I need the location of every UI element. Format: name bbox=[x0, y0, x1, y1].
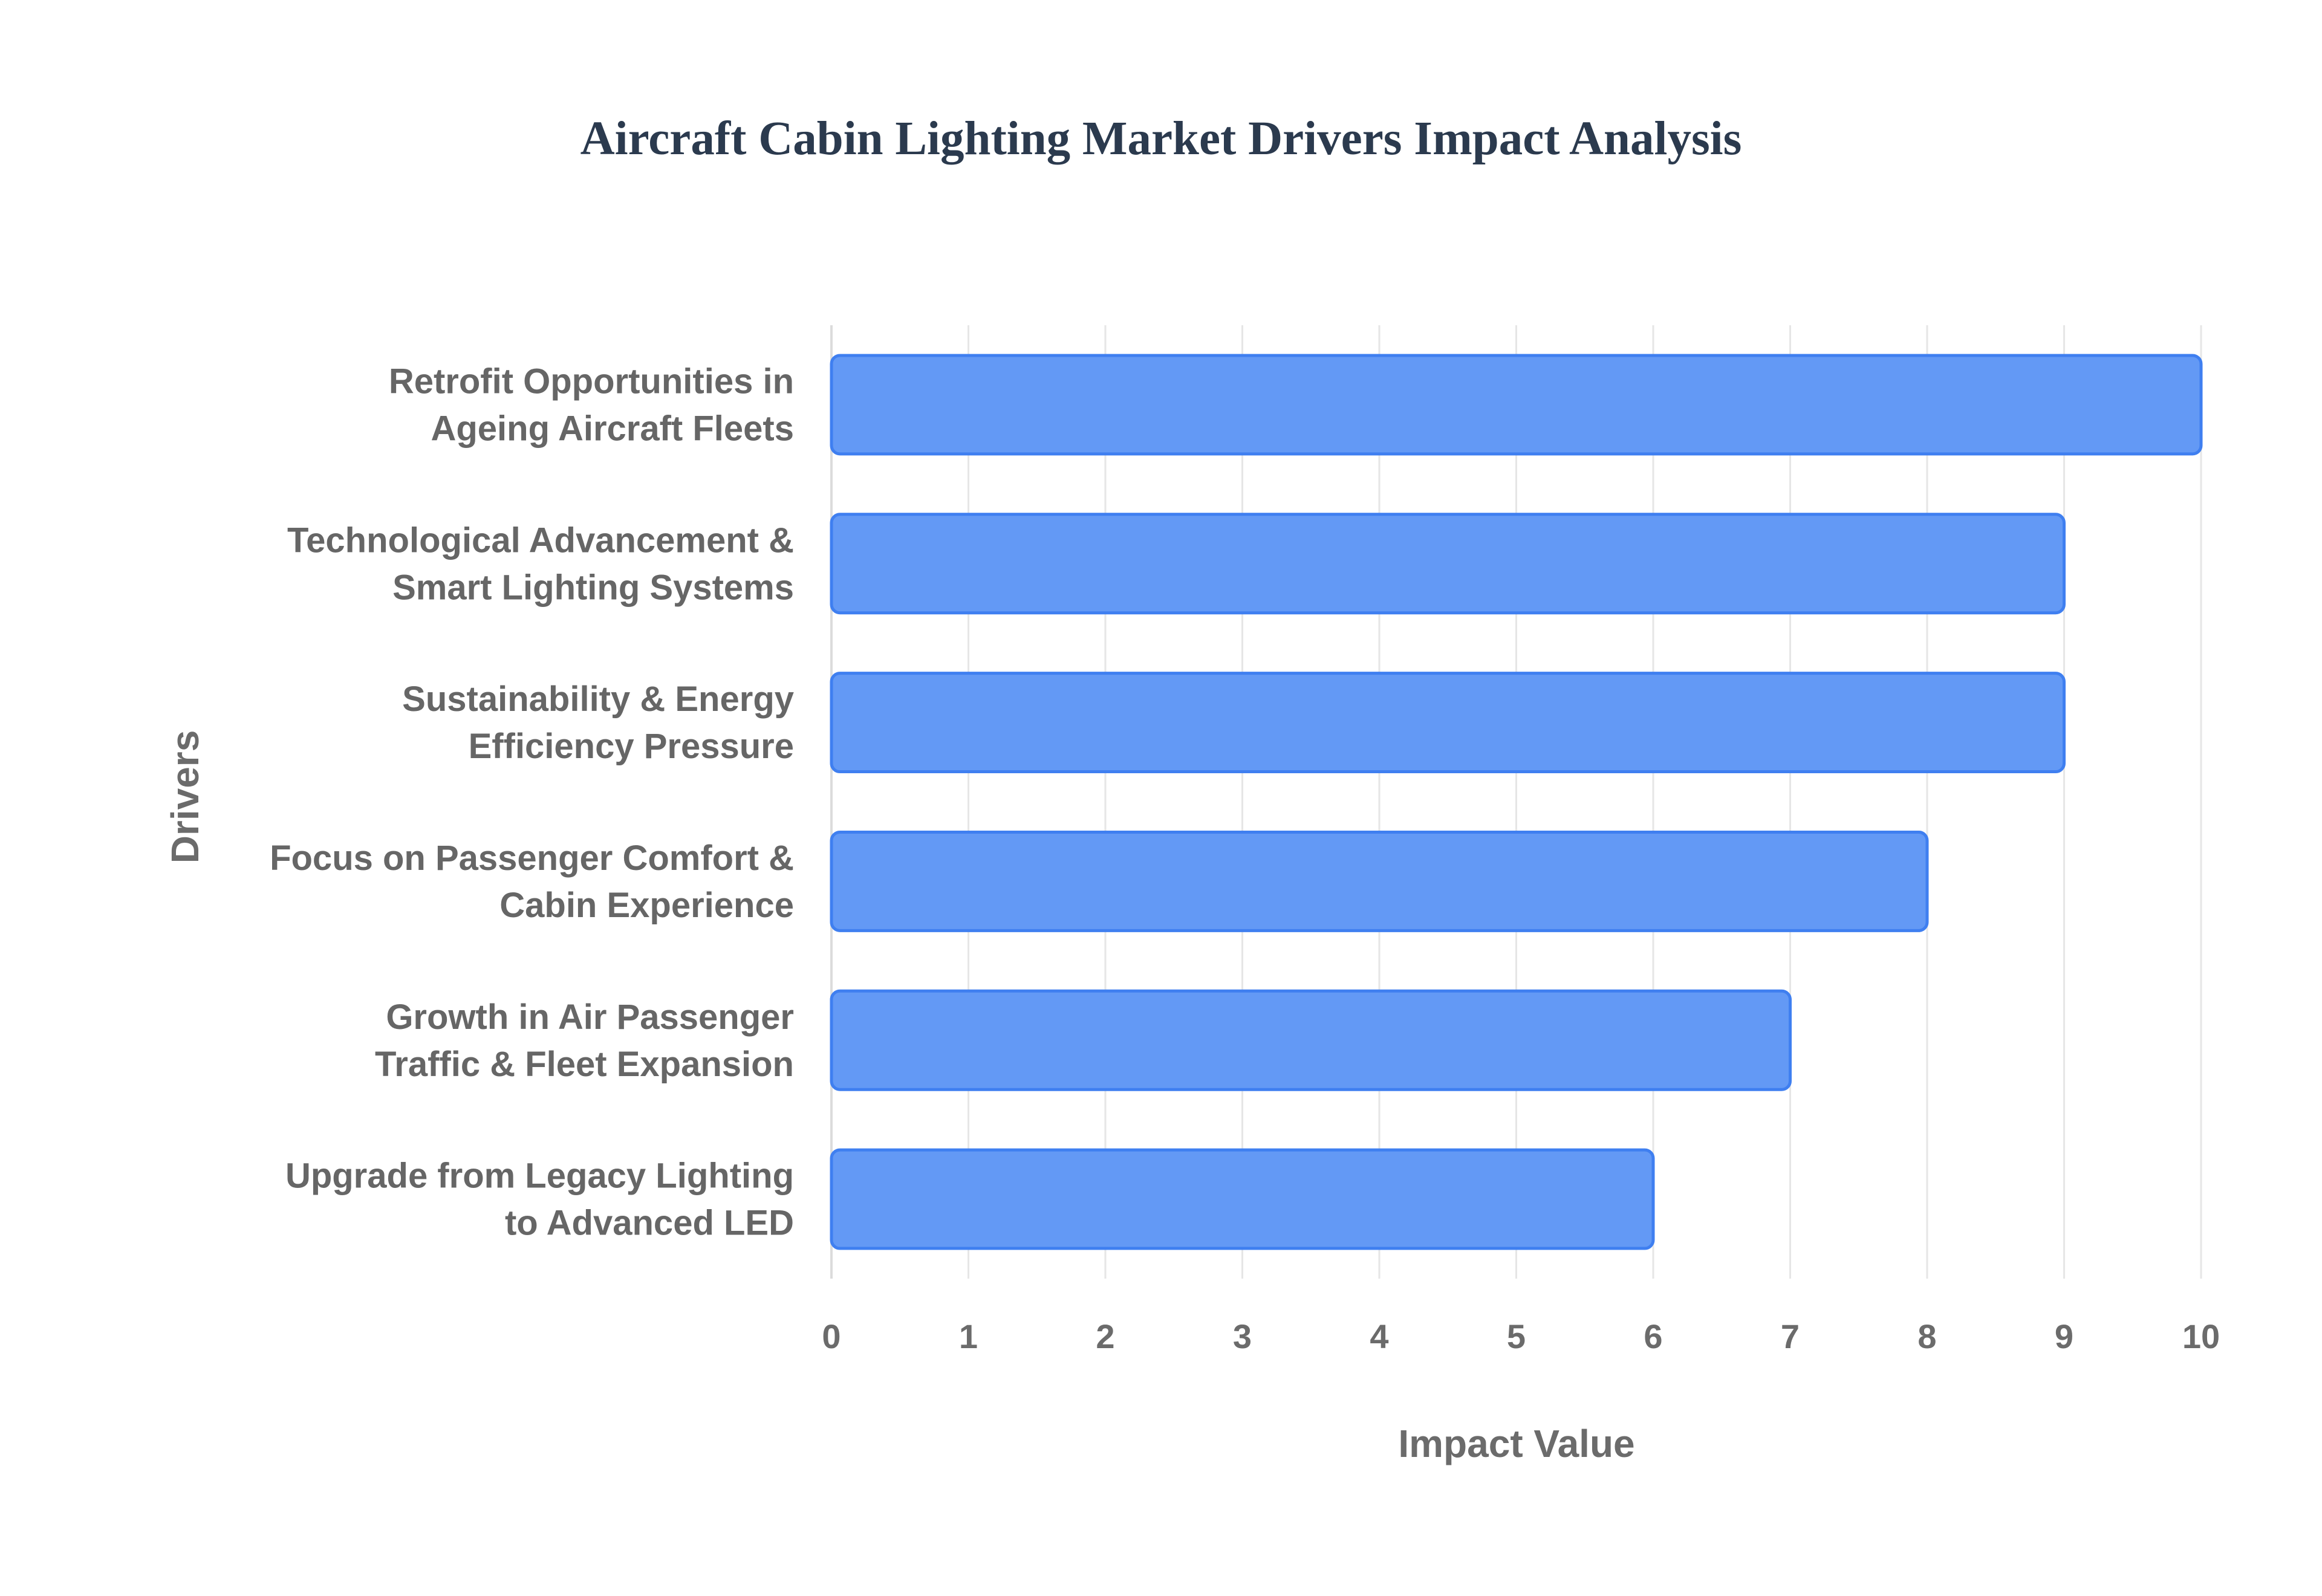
chart-title: Aircraft Cabin Lighting Market Drivers I… bbox=[580, 112, 1742, 165]
category-label: Sustainability & Energy Efficiency Pressu… bbox=[402, 680, 794, 766]
grid-lines bbox=[830, 325, 2202, 1279]
bar bbox=[830, 830, 1929, 932]
category-label-line: Retrofit Opportunities in bbox=[389, 362, 794, 401]
x-tick-label: 0 bbox=[822, 1317, 841, 1355]
x-tick-label: 4 bbox=[1370, 1317, 1388, 1355]
x-tick-label: 10 bbox=[2182, 1317, 2220, 1355]
category-label-line: Ageing Aircraft Fleets bbox=[431, 409, 794, 448]
x-tick-label: 5 bbox=[1507, 1317, 1526, 1355]
x-tick-label: 1 bbox=[959, 1317, 978, 1355]
category-label: Focus on Passenger Comfort & Cabin Experi… bbox=[270, 839, 794, 925]
bar bbox=[830, 989, 1792, 1091]
category-label-line: Sustainability & Energy bbox=[402, 680, 794, 719]
bar bbox=[830, 672, 2066, 774]
x-tick-label: 6 bbox=[1644, 1317, 1662, 1355]
category-label-line: Focus on Passenger Comfort & bbox=[270, 839, 794, 878]
category-label-line: Smart Lighting Systems bbox=[392, 568, 794, 607]
x-tick-labels: 0 1 2 3 4 5 6 7 8 9 10 bbox=[822, 1317, 2220, 1355]
category-label-line: Technological Advancement & bbox=[287, 521, 794, 560]
category-labels: Retrofit Opportunities in Ageing Aircraft… bbox=[270, 362, 794, 1242]
bar bbox=[830, 1148, 1655, 1250]
bars bbox=[830, 354, 2203, 1250]
bar bbox=[830, 354, 2203, 456]
category-label: Growth in Air Passenger Traffic & Fleet E… bbox=[375, 997, 794, 1084]
x-tick-label: 7 bbox=[1781, 1317, 1800, 1355]
x-tick-label: 3 bbox=[1233, 1317, 1252, 1355]
category-label-line: Cabin Experience bbox=[499, 886, 794, 925]
category-label-line: Efficiency Pressure bbox=[469, 727, 794, 766]
category-label-line: to Advanced LED bbox=[505, 1204, 794, 1243]
y-axis-title: Drivers bbox=[163, 730, 207, 864]
category-label-line: Growth in Air Passenger bbox=[386, 997, 794, 1037]
x-tick-label: 8 bbox=[1917, 1317, 1936, 1355]
x-axis-title: Impact Value bbox=[1398, 1422, 1634, 1465]
category-label: Upgrade from Legacy Lighting to Advanced … bbox=[285, 1156, 794, 1243]
x-tick-label: 2 bbox=[1096, 1317, 1114, 1355]
category-label-line: Traffic & Fleet Expansion bbox=[375, 1045, 794, 1084]
category-label-line: Upgrade from Legacy Lighting bbox=[285, 1156, 794, 1196]
bar bbox=[830, 513, 2066, 615]
category-label: Retrofit Opportunities in Ageing Aircraft… bbox=[389, 362, 794, 448]
category-label: Technological Advancement & Smart Lightin… bbox=[287, 521, 794, 607]
x-tick-label: 9 bbox=[2055, 1317, 2073, 1355]
